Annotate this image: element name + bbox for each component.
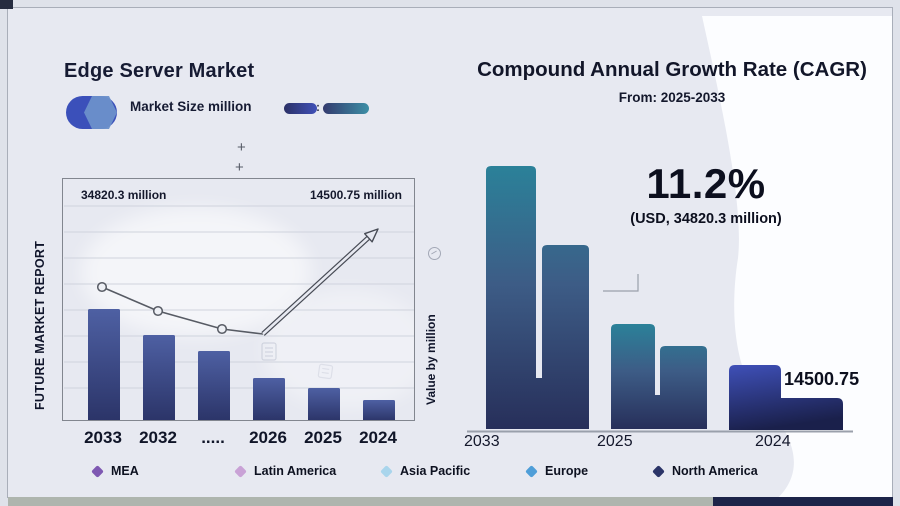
ratio-colon: : (316, 100, 320, 114)
legend-item: MEA (91, 464, 139, 478)
callout-value: 14500.75 (784, 369, 860, 389)
legend-item: Asia Pacific (380, 464, 471, 478)
x-axis-label: ..... (201, 428, 225, 447)
market-size-bar (308, 388, 340, 420)
end-value-label: 14500.75 million (309, 188, 402, 202)
corner-accent (0, 0, 13, 9)
legend-item: North America (652, 464, 758, 478)
legend-item: Latin America (234, 464, 337, 478)
market-size-bar (198, 351, 230, 420)
clock-icon (428, 247, 441, 260)
market-size-bar (88, 309, 120, 420)
market-size-plot (64, 205, 414, 420)
cagr-subtitle: From: 2025-2033 (618, 90, 726, 105)
cagr-title: Compound Annual Growth Rate (CAGR) (477, 58, 867, 81)
bottom-strip-accent (713, 497, 893, 506)
cagr-detail: (USD, 34820.3 million) (630, 211, 782, 227)
cagr-bar-group (729, 365, 843, 430)
market-size-bar (253, 378, 285, 420)
legend-label: MEA (111, 464, 139, 478)
cagr-value-block: 11.2% (USD, 34820.3 million) (595, 160, 817, 227)
page-title: Edge Server Market (64, 60, 255, 82)
x-axis-label: 2033 (464, 433, 500, 450)
trend-line (101, 286, 264, 335)
x-axis-label: 2025 (304, 428, 342, 447)
legend-diamond-icon (525, 464, 538, 478)
x-axis-label: 2033 (84, 428, 122, 447)
trend-marker (152, 305, 164, 317)
market-size-chart: 34820.3 million 14500.75 million (62, 178, 415, 421)
legend-label: Asia Pacific (400, 464, 471, 478)
cagr-percent: 11.2% (646, 160, 766, 207)
ratio-pill-teal (323, 103, 369, 114)
x-axis-label: 2032 (139, 428, 177, 447)
capsule-icon (66, 96, 117, 129)
left-x-axis-labels: 2033 2032..... 2026 2025 2024 (62, 428, 415, 450)
trend-arrow-head (363, 228, 379, 243)
ghost-document-icon (317, 363, 334, 380)
ghost-document-icon (261, 342, 277, 361)
plus-mark: + (237, 139, 246, 156)
left-axis-title: FUTURE MARKET REPORT (33, 240, 47, 410)
legend-diamond-icon (380, 464, 393, 478)
plus-mark: + (235, 159, 244, 176)
legend-item: Europe (525, 464, 589, 478)
bottom-strip (8, 497, 713, 506)
legend-diamond-icon (91, 464, 104, 478)
trend-arrow-shaft-inner (262, 236, 370, 335)
trend-marker (96, 281, 108, 293)
legend-label: Latin America (254, 464, 337, 478)
x-axis-label: 2025 (597, 433, 633, 450)
x-axis-label: 2024 (359, 428, 397, 447)
trend-marker (216, 323, 228, 335)
cagr-plot (467, 166, 853, 433)
legend-label: North America (672, 464, 758, 478)
start-value-label: 34820.3 million (81, 188, 167, 202)
market-size-label: Market Size million (130, 99, 252, 114)
value-axis-label: Value by million (424, 314, 438, 406)
bracket-line (603, 274, 639, 292)
legend-diamond-icon (652, 464, 665, 478)
market-size-bar (143, 335, 175, 420)
cagr-bar-group (611, 324, 707, 429)
cagr-bar-group (486, 166, 589, 429)
legend-diamond-icon (234, 464, 247, 478)
x-axis-label: 2026 (249, 428, 287, 447)
region-legend: MEA Latin America Asia Pacific Europe North … (0, 464, 900, 488)
x-axis-label: 2024 (755, 433, 791, 450)
legend-label: Europe (545, 464, 589, 478)
ratio-pill-blue (284, 103, 317, 114)
market-size-bar (363, 400, 395, 420)
